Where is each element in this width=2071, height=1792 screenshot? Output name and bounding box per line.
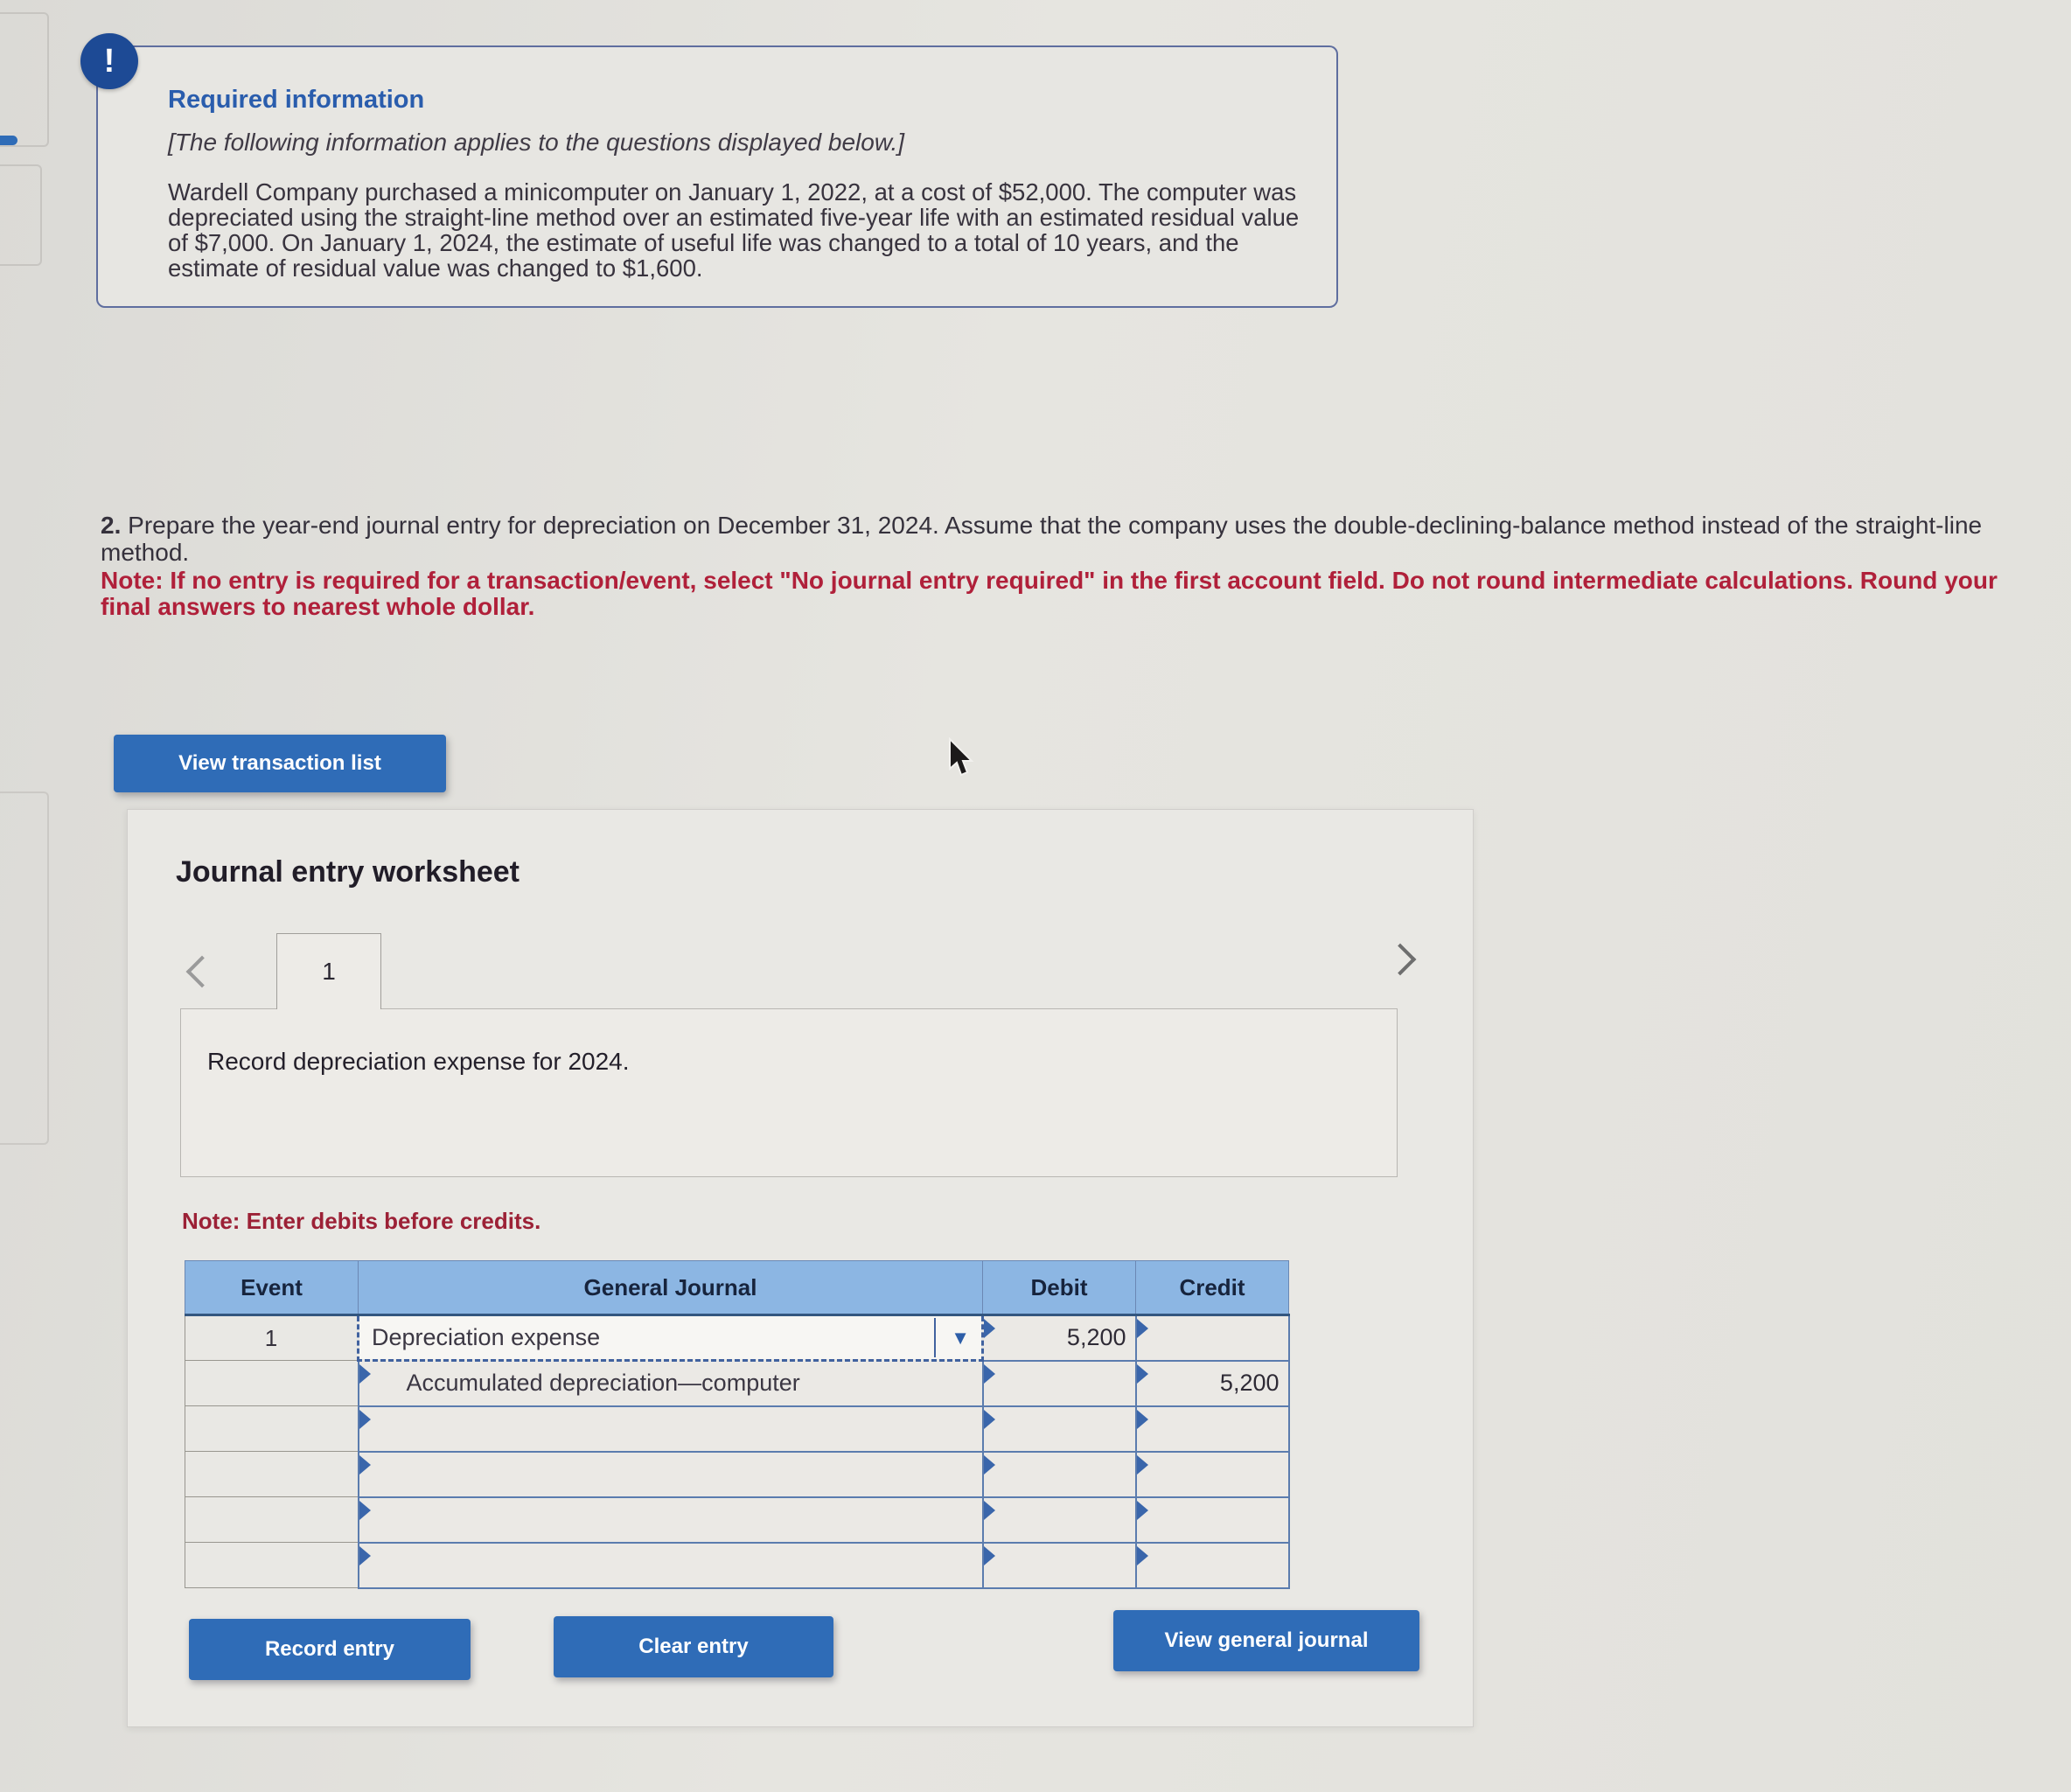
tab-1-label: 1 <box>322 958 336 985</box>
journal-entry-worksheet-panel: Journal entry worksheet 1 Record depreci… <box>127 809 1474 1727</box>
record-entry-button[interactable]: Record entry <box>189 1619 471 1680</box>
partial-side-card <box>0 164 42 266</box>
journal-table-body: 1 Depreciation expense ▼ 5,200 Accumulat… <box>185 1314 1290 1589</box>
account-cell[interactable]: Depreciation expense ▼ <box>357 1314 984 1362</box>
journal-table-header-row: Event General Journal Debit Credit <box>185 1260 1289 1316</box>
event-cell <box>185 1542 359 1588</box>
required-info-body: Wardell Company purchased a minicomputer… <box>168 178 1300 282</box>
debit-cell[interactable] <box>981 1450 1137 1498</box>
partial-side-accent <box>0 136 17 145</box>
debit-cell[interactable] <box>981 1496 1137 1544</box>
credit-cell[interactable] <box>1134 1405 1290 1453</box>
debit-column-header: Debit <box>982 1260 1136 1316</box>
account-cell[interactable] <box>357 1496 984 1544</box>
account-label: Accumulated depreciation—computer <box>406 1370 800 1397</box>
next-entry-chevron-icon[interactable] <box>1384 943 1417 976</box>
tab-1[interactable]: 1 <box>276 933 381 1009</box>
question-number: 2. <box>101 512 122 539</box>
debit-cell[interactable] <box>981 1405 1137 1453</box>
journal-table-row <box>185 1405 1290 1453</box>
question-text: 2. Prepare the year-end journal entry fo… <box>101 512 2047 566</box>
required-info-subtitle: [The following information applies to th… <box>168 129 905 156</box>
view-general-journal-button[interactable]: View general journal <box>1113 1610 1419 1671</box>
account-cell[interactable] <box>357 1405 984 1453</box>
event-cell <box>185 1451 359 1497</box>
journal-table-row <box>185 1541 1290 1589</box>
exclamation-icon: ! <box>80 33 138 89</box>
credit-cell[interactable] <box>1134 1314 1290 1362</box>
journal-table-row <box>185 1450 1290 1498</box>
event-cell <box>185 1405 359 1452</box>
partial-side-card <box>0 12 49 147</box>
partial-side-card <box>0 791 49 1145</box>
journal-table-row <box>185 1496 1290 1544</box>
required-information-card: Required information [The following info… <box>96 45 1338 308</box>
required-info-title: Required information <box>168 86 425 114</box>
dropdown-separator <box>934 1318 936 1357</box>
event-column-header: Event <box>185 1260 359 1316</box>
clear-entry-button[interactable]: Clear entry <box>554 1616 833 1677</box>
journal-entry-table: Event General Journal Debit Credit 1 Dep… <box>185 1260 1290 1589</box>
question-block: 2. Prepare the year-end journal entry fo… <box>101 512 2047 620</box>
account-label: Depreciation expense <box>372 1324 601 1350</box>
dropdown-arrow-icon[interactable]: ▼ <box>951 1326 970 1349</box>
mouse-cursor-icon <box>949 737 974 777</box>
journal-table-row: Accumulated depreciation—computer 5,200 <box>185 1359 1290 1407</box>
question-note: Note: If no entry is required for a tran… <box>101 567 1998 620</box>
account-cell[interactable]: Accumulated depreciation—computer <box>357 1359 984 1407</box>
event-cell: 1 <box>185 1314 359 1361</box>
debits-before-credits-note: Note: Enter debits before credits. <box>182 1208 541 1234</box>
account-cell[interactable] <box>357 1541 984 1589</box>
credit-cell[interactable] <box>1134 1450 1290 1498</box>
account-cell[interactable] <box>357 1450 984 1498</box>
credit-cell[interactable]: 5,200 <box>1134 1359 1290 1407</box>
debit-cell[interactable] <box>981 1541 1137 1589</box>
event-cell <box>185 1360 359 1406</box>
credit-cell[interactable] <box>1134 1496 1290 1544</box>
prev-entry-chevron-icon[interactable] <box>185 955 219 988</box>
event-cell <box>185 1496 359 1543</box>
question-body: Prepare the year-end journal entry for d… <box>101 512 1983 566</box>
general-journal-column-header: General Journal <box>358 1260 983 1316</box>
worksheet-instruction-panel: Record depreciation expense for 2024. <box>180 1008 1398 1177</box>
view-transaction-list-button[interactable]: View transaction list <box>114 735 446 792</box>
credit-cell[interactable] <box>1134 1541 1290 1589</box>
debit-cell[interactable]: 5,200 <box>981 1314 1137 1362</box>
journal-table-row: 1 Depreciation expense ▼ 5,200 <box>185 1314 1290 1362</box>
worksheet-title: Journal entry worksheet <box>176 855 520 889</box>
debit-cell[interactable] <box>981 1359 1137 1407</box>
worksheet-instruction: Record depreciation expense for 2024. <box>207 1048 630 1075</box>
credit-column-header: Credit <box>1135 1260 1289 1316</box>
